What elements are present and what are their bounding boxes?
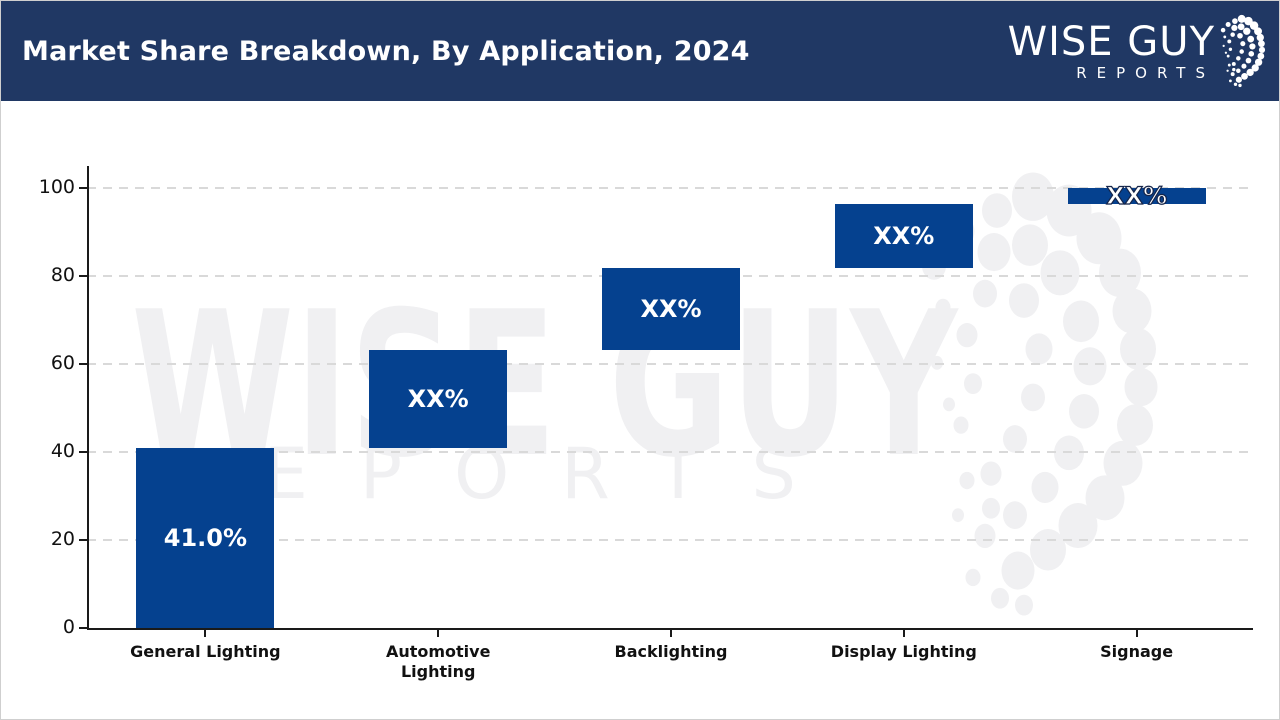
gridline: [87, 363, 1253, 365]
gridline: [87, 451, 1253, 453]
x-tick-mark: [902, 630, 905, 637]
y-tick-label: 60: [50, 352, 75, 374]
page-title: Market Share Breakdown, By Application, …: [22, 35, 750, 67]
bar: [602, 268, 740, 350]
header-bar: Market Share Breakdown, By Application, …: [1, 1, 1279, 101]
x-tick-mark: [1135, 630, 1138, 637]
wise-guy-reports-logo: WISE GUY REPORTS: [1008, 9, 1271, 93]
bar-label: XX%: [640, 295, 702, 323]
y-tick-label: 80: [50, 264, 75, 286]
y-tick-label: 40: [50, 440, 75, 462]
bar-label: XX%: [873, 221, 935, 250]
y-tick-label: 20: [50, 528, 75, 550]
x-axis-label: Automotive Lighting: [385, 642, 491, 681]
logo-reports-text: REPORTS: [1076, 63, 1215, 82]
logo-text: WISE GUY REPORTS: [1008, 21, 1215, 82]
x-axis-line: [87, 628, 1253, 630]
logo-head-dots-icon: [1220, 14, 1266, 88]
y-tick-mark: [79, 627, 88, 629]
bar: [136, 447, 275, 628]
x-axis-label: Backlighting: [614, 642, 728, 661]
bar-label: 41.0%: [163, 523, 248, 552]
y-tick-mark: [79, 539, 88, 541]
y-axis-line: [87, 166, 89, 630]
y-tick-label: 100: [38, 176, 75, 198]
x-axis-label: Signage: [1100, 642, 1174, 661]
x-axis-label: Display Lighting: [830, 642, 977, 661]
bar-label: XX%: [1105, 181, 1168, 210]
x-axis-label: General Lighting: [130, 642, 281, 661]
y-tick-label: 0: [62, 616, 75, 638]
y-tick-mark: [79, 363, 88, 365]
gridline: [87, 187, 1253, 189]
x-tick-mark: [670, 630, 672, 637]
logo-wordmark: WISE GUY: [1007, 18, 1215, 65]
bar: [369, 349, 508, 448]
x-tick-mark: [437, 630, 440, 637]
y-tick-mark: [79, 187, 88, 189]
bar-label: XX%: [407, 384, 469, 413]
gridline: [87, 539, 1253, 541]
y-tick-mark: [79, 275, 88, 277]
y-tick-mark: [79, 451, 88, 453]
x-tick-mark: [204, 630, 207, 637]
